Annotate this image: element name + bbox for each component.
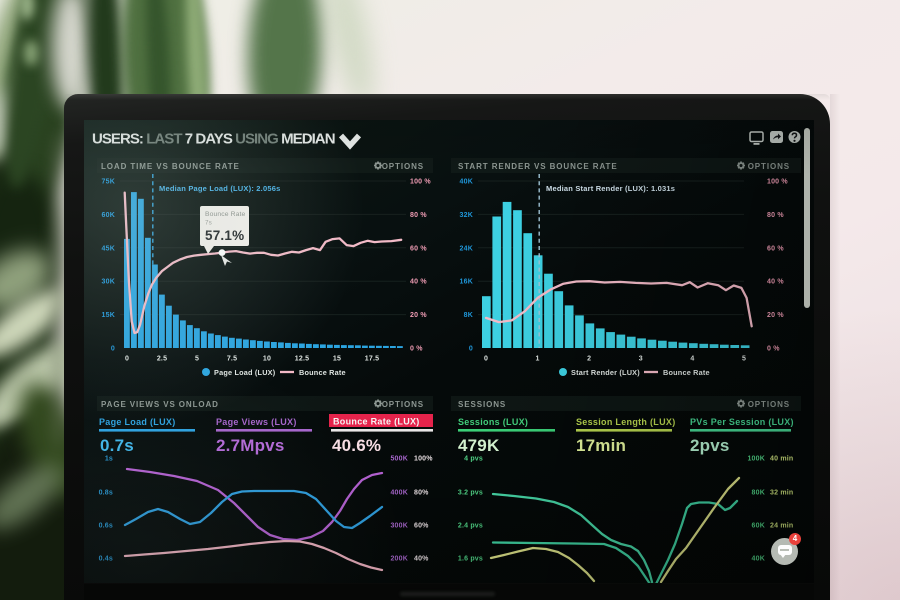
svg-text:200K: 200K (390, 556, 408, 563)
svg-text:OPTIONS: OPTIONS (382, 162, 424, 171)
svg-text:PAGE VIEWS VS ONLOAD: PAGE VIEWS VS ONLOAD (101, 400, 219, 409)
svg-text:32K: 32K (460, 212, 473, 219)
svg-text:20 %: 20 % (410, 312, 427, 319)
svg-text:OPTIONS: OPTIONS (748, 400, 790, 409)
svg-text:SESSIONS: SESSIONS (458, 400, 506, 409)
svg-text:1s: 1s (105, 456, 113, 463)
svg-text:Page Load (LUX): Page Load (LUX) (214, 368, 276, 377)
svg-text:300K: 300K (390, 523, 408, 530)
svg-text:16K: 16K (460, 279, 473, 286)
svg-text:3: 3 (639, 356, 643, 363)
svg-text:0: 0 (484, 356, 488, 363)
svg-text:24 min: 24 min (770, 523, 793, 530)
svg-text:Median Start Render (LUX): 1.0: Median Start Render (LUX): 1.031s (546, 184, 675, 193)
svg-text:0: 0 (469, 346, 473, 353)
svg-text:OPTIONS: OPTIONS (382, 400, 424, 409)
svg-text:40 %: 40 % (767, 279, 784, 286)
svg-text:40 %: 40 % (410, 279, 427, 286)
svg-text:30K: 30K (102, 279, 115, 286)
svg-text:Sessions (LUX): Sessions (LUX) (458, 417, 528, 427)
svg-text:0 %: 0 % (410, 346, 423, 353)
svg-text:0.4s: 0.4s (99, 556, 113, 563)
svg-text:60K: 60K (752, 523, 765, 530)
svg-text:2: 2 (587, 356, 591, 363)
svg-text:Start Render (LUX): Start Render (LUX) (571, 368, 640, 377)
svg-text:Bounce Rate: Bounce Rate (299, 368, 346, 377)
svg-text:100%: 100% (414, 456, 433, 463)
svg-text:5: 5 (195, 356, 199, 363)
svg-text:0: 0 (125, 356, 129, 363)
svg-text:40K: 40K (460, 179, 473, 186)
svg-text:100 %: 100 % (767, 179, 788, 186)
svg-text:40K: 40K (752, 556, 765, 563)
svg-text:80%: 80% (414, 490, 429, 497)
svg-text:2.7Mpvs: 2.7Mpvs (216, 436, 285, 455)
svg-text:479K: 479K (458, 436, 500, 455)
svg-text:7.5: 7.5 (227, 356, 237, 363)
svg-text:OPTIONS: OPTIONS (748, 162, 790, 171)
svg-text:4 pvs: 4 pvs (464, 456, 483, 463)
svg-text:17.5: 17.5 (365, 356, 379, 363)
svg-text:Session Length (LUX): Session Length (LUX) (576, 417, 676, 427)
svg-text:4: 4 (690, 356, 694, 363)
svg-text:PVs Per Session (LUX): PVs Per Session (LUX) (690, 417, 794, 427)
svg-text:15K: 15K (102, 312, 115, 319)
svg-text:100K: 100K (747, 456, 765, 463)
svg-text:1: 1 (536, 356, 540, 363)
svg-text:80K: 80K (752, 490, 765, 497)
svg-text:80 %: 80 % (410, 212, 427, 219)
svg-text:80 %: 80 % (767, 212, 784, 219)
svg-text:32 min: 32 min (770, 490, 793, 497)
svg-text:12.5: 12.5 (295, 356, 309, 363)
svg-text:Bounce Rate: Bounce Rate (663, 368, 710, 377)
svg-text:2pvs: 2pvs (690, 436, 730, 455)
svg-text:400K: 400K (390, 490, 408, 497)
svg-text:500K: 500K (390, 456, 408, 463)
svg-text:Bounce Rate: Bounce Rate (205, 211, 246, 218)
svg-text:17min: 17min (576, 436, 626, 455)
svg-text:60K: 60K (102, 212, 115, 219)
svg-text:Page Load (LUX): Page Load (LUX) (99, 417, 176, 427)
svg-text:24K: 24K (460, 245, 473, 252)
svg-text:Bounce Rate (LUX): Bounce Rate (LUX) (333, 417, 420, 427)
svg-text:1.6 pvs: 1.6 pvs (458, 556, 483, 563)
svg-text:15: 15 (333, 356, 341, 363)
svg-text:20 %: 20 % (767, 312, 784, 319)
svg-text:0.6s: 0.6s (99, 523, 113, 530)
svg-text:60 %: 60 % (767, 245, 784, 252)
svg-text:40%: 40% (414, 556, 429, 563)
svg-text:0 %: 0 % (767, 346, 780, 353)
svg-text:5: 5 (742, 356, 746, 363)
svg-text:3.2 pvs: 3.2 pvs (458, 490, 483, 497)
svg-text:USERS: LAST 7 DAYS USING MEDIA: USERS: LAST 7 DAYS USING MEDIAN (92, 131, 335, 148)
svg-text:2.5: 2.5 (157, 356, 167, 363)
svg-text:0: 0 (111, 346, 115, 353)
svg-text:Median Page Load (LUX): 2.056s: Median Page Load (LUX): 2.056s (159, 184, 280, 193)
svg-text:START RENDER VS BOUNCE RATE: START RENDER VS BOUNCE RATE (458, 162, 618, 171)
svg-text:0.7s: 0.7s (100, 436, 134, 455)
svg-text:75K: 75K (102, 179, 115, 186)
svg-text:40.6%: 40.6% (332, 436, 381, 455)
svg-text:45K: 45K (102, 245, 115, 252)
svg-text:Page Views (LUX): Page Views (LUX) (216, 417, 297, 427)
svg-text:60%: 60% (414, 523, 429, 530)
svg-text:7s: 7s (205, 220, 212, 227)
svg-text:10: 10 (263, 356, 271, 363)
svg-text:60 %: 60 % (410, 245, 427, 252)
svg-text:40 min: 40 min (770, 456, 793, 463)
svg-text:100 %: 100 % (410, 179, 431, 186)
svg-text:LOAD TIME VS BOUNCE RATE: LOAD TIME VS BOUNCE RATE (101, 162, 240, 171)
svg-text:8K: 8K (464, 312, 473, 319)
svg-text:2.4 pvs: 2.4 pvs (458, 523, 483, 530)
svg-text:0.8s: 0.8s (99, 490, 113, 497)
svg-text:57.1%: 57.1% (205, 228, 244, 243)
